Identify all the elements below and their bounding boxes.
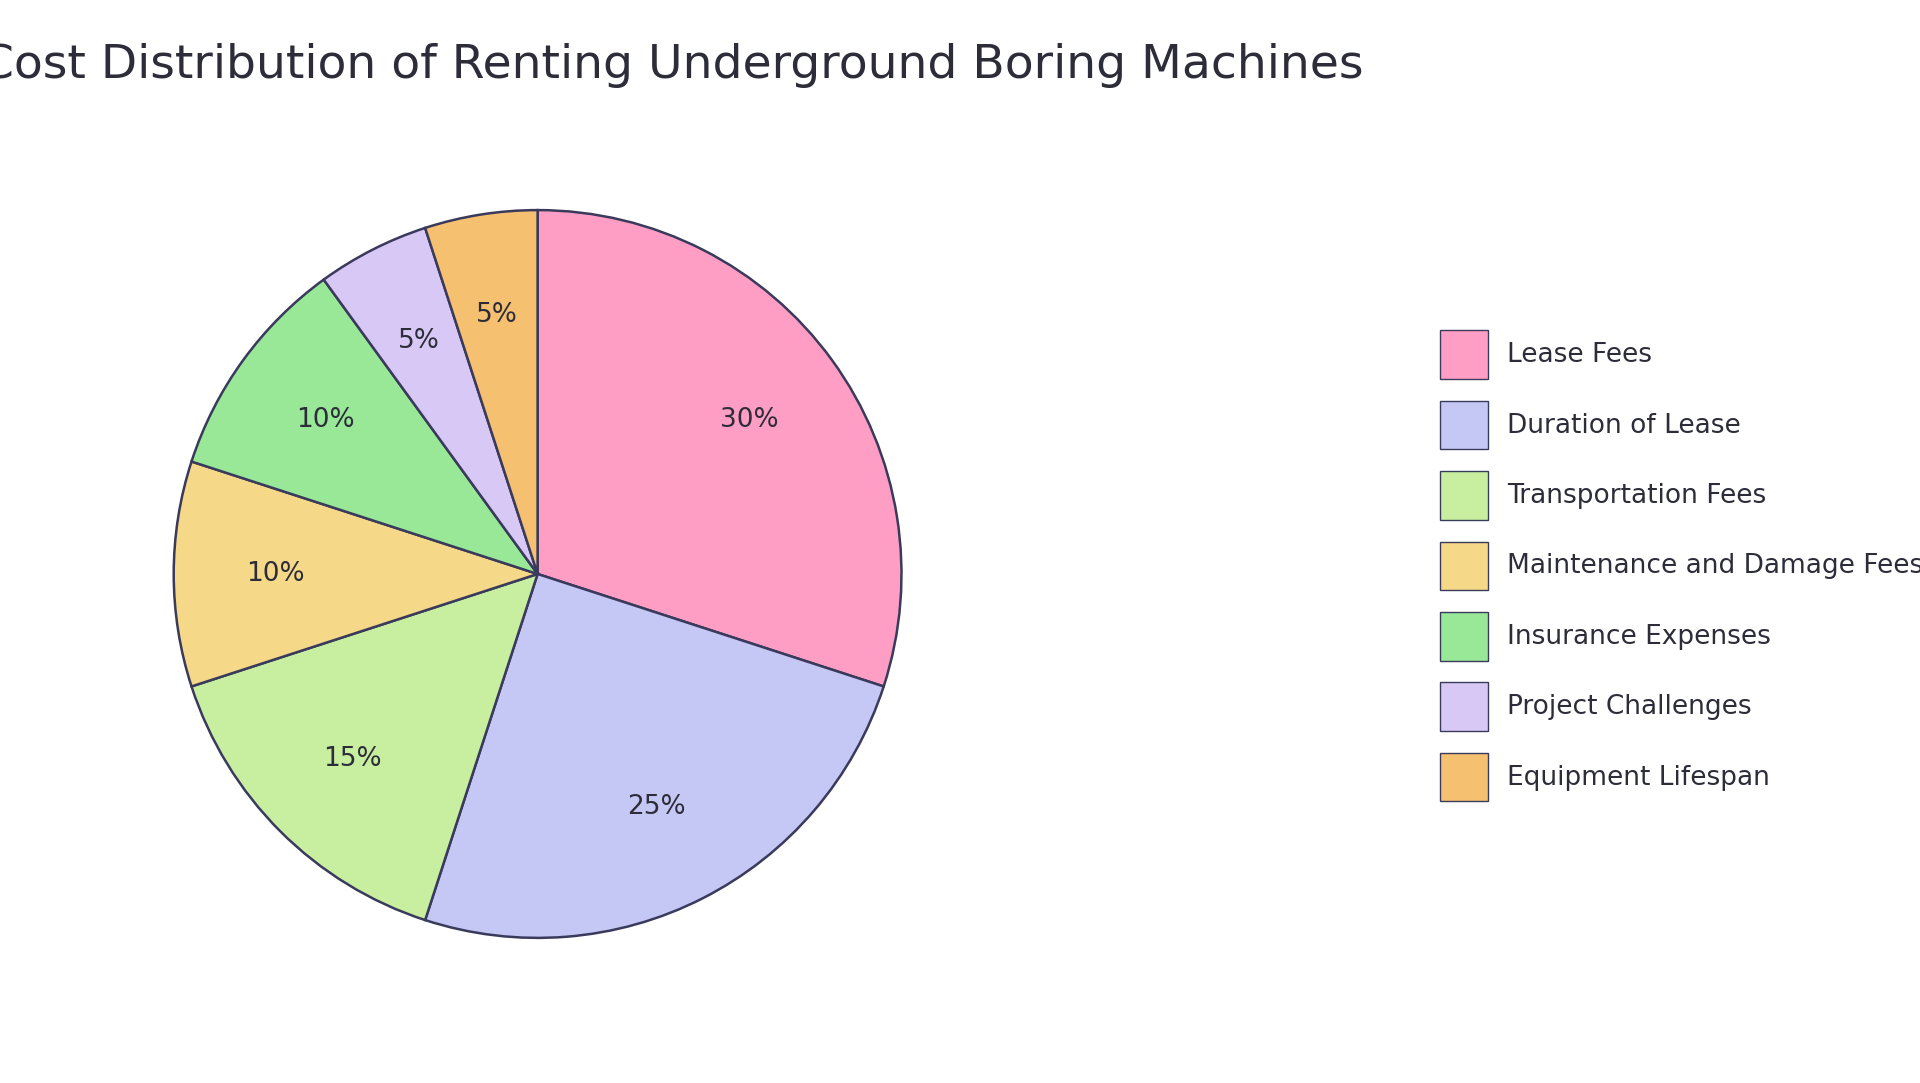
Text: Cost Distribution of Renting Underground Boring Machines: Cost Distribution of Renting Underground…: [0, 43, 1363, 89]
Text: 5%: 5%: [476, 302, 518, 328]
Text: 10%: 10%: [246, 561, 305, 587]
Wedge shape: [192, 279, 538, 574]
Text: Maintenance and Damage Fees: Maintenance and Damage Fees: [1507, 553, 1920, 579]
Text: Transportation Fees: Transportation Fees: [1507, 483, 1766, 509]
Wedge shape: [538, 210, 902, 687]
Wedge shape: [424, 210, 538, 574]
Wedge shape: [173, 461, 538, 687]
Text: Insurance Expenses: Insurance Expenses: [1507, 624, 1770, 650]
Text: Lease Fees: Lease Fees: [1507, 342, 1653, 368]
Text: 15%: 15%: [323, 746, 382, 772]
Text: Duration of Lease: Duration of Lease: [1507, 413, 1741, 439]
Wedge shape: [192, 574, 538, 921]
Text: Equipment Lifespan: Equipment Lifespan: [1507, 765, 1770, 791]
Text: 5%: 5%: [397, 327, 440, 353]
Text: Project Challenges: Project Challenges: [1507, 694, 1751, 720]
Wedge shape: [324, 227, 538, 574]
Wedge shape: [424, 574, 883, 938]
Text: 30%: 30%: [720, 407, 780, 433]
Text: 25%: 25%: [628, 795, 685, 821]
Text: 10%: 10%: [296, 407, 355, 433]
